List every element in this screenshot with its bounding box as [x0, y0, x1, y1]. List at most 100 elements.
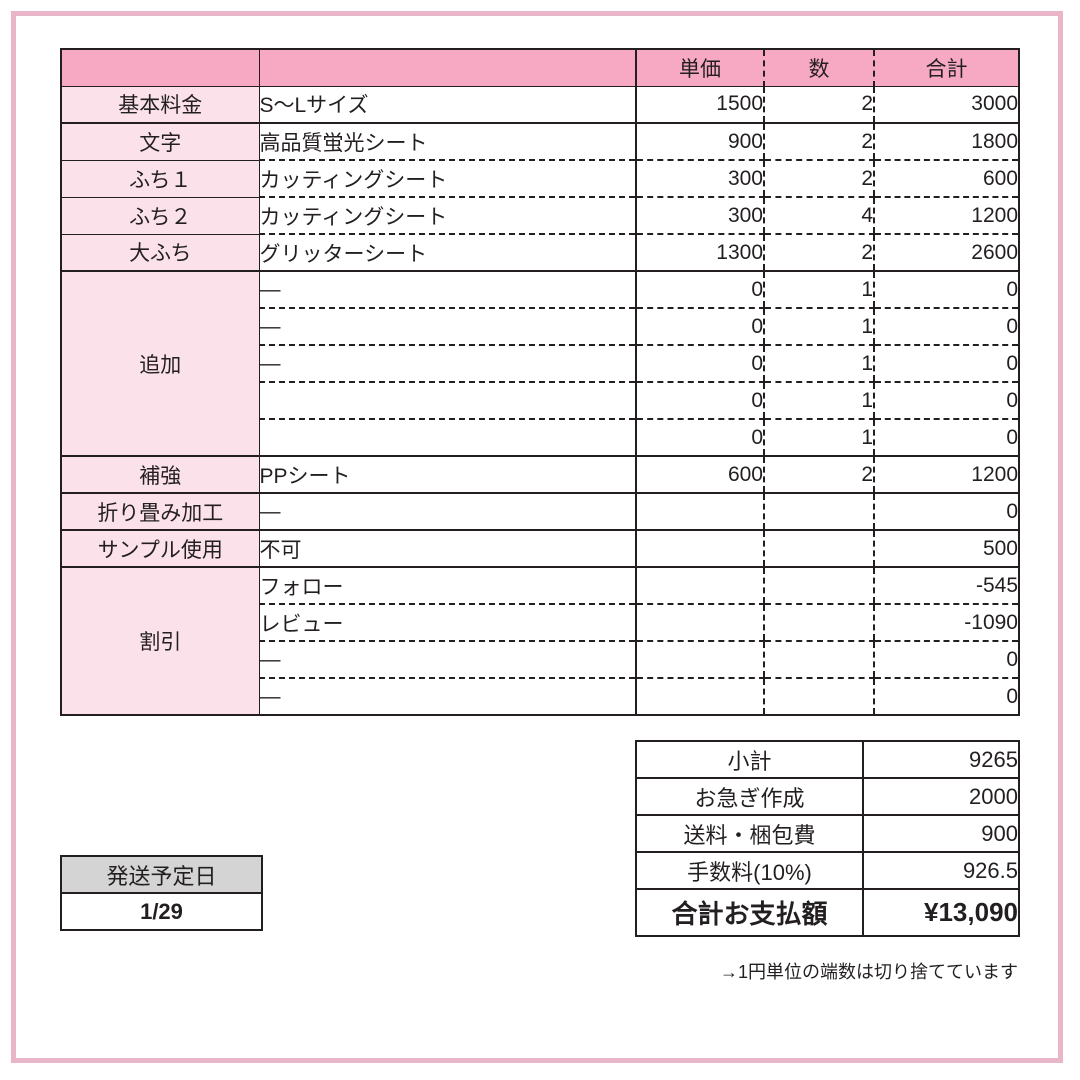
row-quantity: 2 — [763, 455, 875, 494]
items-table: 単価 数 合計 基本料金 S〜Lサイズ 1500 2 3000 文字 高品質蛍光… — [60, 48, 1020, 716]
row-desc: フォロー — [258, 566, 637, 605]
table-row: レビュー -1090 — [61, 603, 1020, 642]
table-row: — 0 1 0 — [61, 307, 1020, 346]
table-row: — 0 — [61, 677, 1020, 716]
row-unit-price — [635, 529, 765, 568]
grand-total-value: ¥13,090 — [862, 888, 1020, 937]
header-quantity: 数 — [763, 48, 875, 87]
header-label-col — [60, 48, 260, 87]
row-quantity — [763, 640, 875, 679]
table-row: 大ふち グリッターシート 1300 2 2600 — [60, 233, 1020, 272]
table-row: 基本料金 S〜Lサイズ 1500 2 3000 — [60, 85, 1020, 124]
row-quantity: 2 — [763, 159, 875, 198]
row-desc: — — [258, 344, 637, 383]
row-unit-price: 0 — [635, 307, 765, 346]
row-label: ふち１ — [60, 159, 260, 198]
row-desc: レビュー — [258, 603, 637, 642]
row-subtotal: 500 — [873, 529, 1020, 568]
table-row: ふち１ カッティングシート 300 2 600 — [60, 159, 1020, 198]
ship-date-box: 発送予定日 1/29 — [60, 855, 263, 931]
row-quantity: 1 — [763, 344, 875, 383]
row-desc: — — [258, 677, 637, 716]
row-label: 文字 — [60, 122, 260, 161]
totals-label: 手数料(10%) — [635, 851, 864, 890]
row-unit-price — [635, 640, 765, 679]
row-desc: 高品質蛍光シート — [258, 122, 637, 161]
row-subtotal: 0 — [873, 344, 1020, 383]
row-quantity: 2 — [763, 122, 875, 161]
row-subtotal: 600 — [873, 159, 1020, 198]
table-row: 追加 — 0 1 0 — [60, 270, 1020, 457]
row-desc: PPシート — [258, 455, 637, 494]
table-row: 文字 高品質蛍光シート 900 2 1800 — [60, 122, 1020, 161]
ship-date-header-row: 発送予定日 — [60, 855, 263, 894]
row-subtotal: 0 — [873, 492, 1020, 531]
header-subtotal: 合計 — [873, 48, 1020, 87]
row-unit-price: 0 — [635, 270, 765, 309]
row-quantity: 4 — [763, 196, 875, 235]
row-subtotal: 3000 — [873, 85, 1020, 124]
row-desc: カッティングシート — [258, 159, 637, 198]
row-quantity: 1 — [763, 381, 875, 420]
row-label: 割引 — [60, 566, 260, 716]
row-quantity — [763, 566, 875, 605]
row-label: 折り畳み加工 — [60, 492, 260, 531]
totals-label: 小計 — [635, 740, 864, 779]
row-desc: S〜Lサイズ — [258, 85, 637, 124]
row-subtotal: 0 — [873, 270, 1020, 309]
row-subtotal: 0 — [873, 381, 1020, 420]
totals-label: 送料・梱包費 — [635, 814, 864, 853]
row-quantity: 1 — [763, 270, 875, 309]
row-subtotal: -545 — [873, 566, 1020, 605]
row-unit-price — [635, 603, 765, 642]
totals-label: お急ぎ作成 — [635, 777, 864, 816]
row-desc — [258, 418, 637, 457]
table-row: — 0 1 0 — [61, 344, 1020, 383]
row-subtotal: 1200 — [873, 455, 1020, 494]
totals-row-rush: お急ぎ作成 2000 — [635, 777, 1020, 816]
table-row: サンプル使用 不可 500 — [60, 529, 1020, 568]
row-quantity — [763, 603, 875, 642]
row-label: 基本料金 — [60, 85, 260, 124]
row-quantity — [763, 677, 875, 716]
row-unit-price: 0 — [635, 418, 765, 457]
totals-value: 926.5 — [862, 851, 1020, 890]
row-desc: 不可 — [258, 529, 637, 568]
row-label: サンプル使用 — [60, 529, 260, 568]
row-desc: — — [258, 307, 637, 346]
row-desc: — — [258, 270, 637, 309]
table-row: 補強 PPシート 600 2 1200 — [60, 455, 1020, 494]
ship-date-value-row: 1/29 — [60, 892, 263, 931]
table-header-row: 単価 数 合計 — [60, 48, 1020, 87]
row-quantity — [763, 492, 875, 531]
row-desc: グリッターシート — [258, 233, 637, 272]
table-row: 折り畳み加工 — 0 — [60, 492, 1020, 531]
row-unit-price: 0 — [635, 381, 765, 420]
row-quantity — [763, 529, 875, 568]
table-row: 0 1 0 — [61, 418, 1020, 457]
row-label: 補強 — [60, 455, 260, 494]
table-row: ふち２ カッティングシート 300 4 1200 — [60, 196, 1020, 235]
totals-row-shipping: 送料・梱包費 900 — [635, 814, 1020, 853]
row-subtotal: 0 — [873, 677, 1020, 716]
row-subtotal: 0 — [873, 418, 1020, 457]
totals-table: 小計 9265 お急ぎ作成 2000 送料・梱包費 900 手数料(10%) 9… — [635, 740, 1020, 937]
header-desc-col — [258, 48, 637, 87]
row-desc — [258, 381, 637, 420]
totals-row-grand-total: 合計お支払額 ¥13,090 — [635, 888, 1020, 937]
row-unit-price: 0 — [635, 344, 765, 383]
totals-value: 9265 — [862, 740, 1020, 779]
row-desc: — — [258, 640, 637, 679]
ship-date-value: 1/29 — [60, 892, 263, 931]
totals-row-fee: 手数料(10%) 926.5 — [635, 851, 1020, 890]
row-quantity: 2 — [763, 85, 875, 124]
row-unit-price — [635, 492, 765, 531]
row-unit-price: 1300 — [635, 233, 765, 272]
totals-value: 900 — [862, 814, 1020, 853]
row-unit-price — [635, 677, 765, 716]
table-row: 0 1 0 — [61, 381, 1020, 420]
row-unit-price — [635, 566, 765, 605]
row-subtotal: 0 — [873, 640, 1020, 679]
row-unit-price: 900 — [635, 122, 765, 161]
row-label: 追加 — [60, 270, 260, 457]
